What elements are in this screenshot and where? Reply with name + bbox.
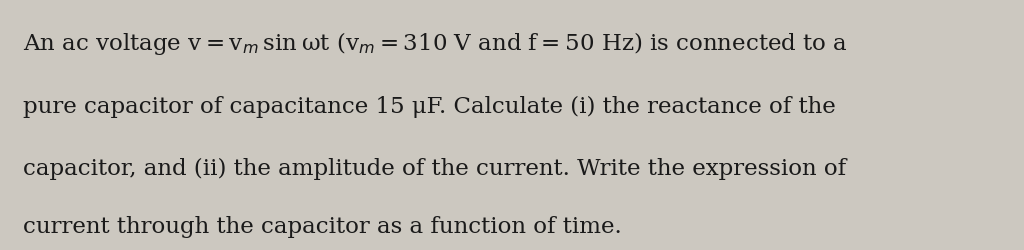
Text: pure capacitor of capacitance 15 μF. Calculate (i) the reactance of the: pure capacitor of capacitance 15 μF. Cal… xyxy=(23,96,836,118)
Text: An ac voltage v = v$_{m}$ sin ωt (v$_{m}$ = 310 V and f = 50 Hz) is connected to: An ac voltage v = v$_{m}$ sin ωt (v$_{m}… xyxy=(23,30,848,57)
Text: capacitor, and (ii) the amplitude of the current. Write the expression of: capacitor, and (ii) the amplitude of the… xyxy=(23,158,846,180)
Text: current through the capacitor as a function of time.: current through the capacitor as a funct… xyxy=(23,216,622,238)
